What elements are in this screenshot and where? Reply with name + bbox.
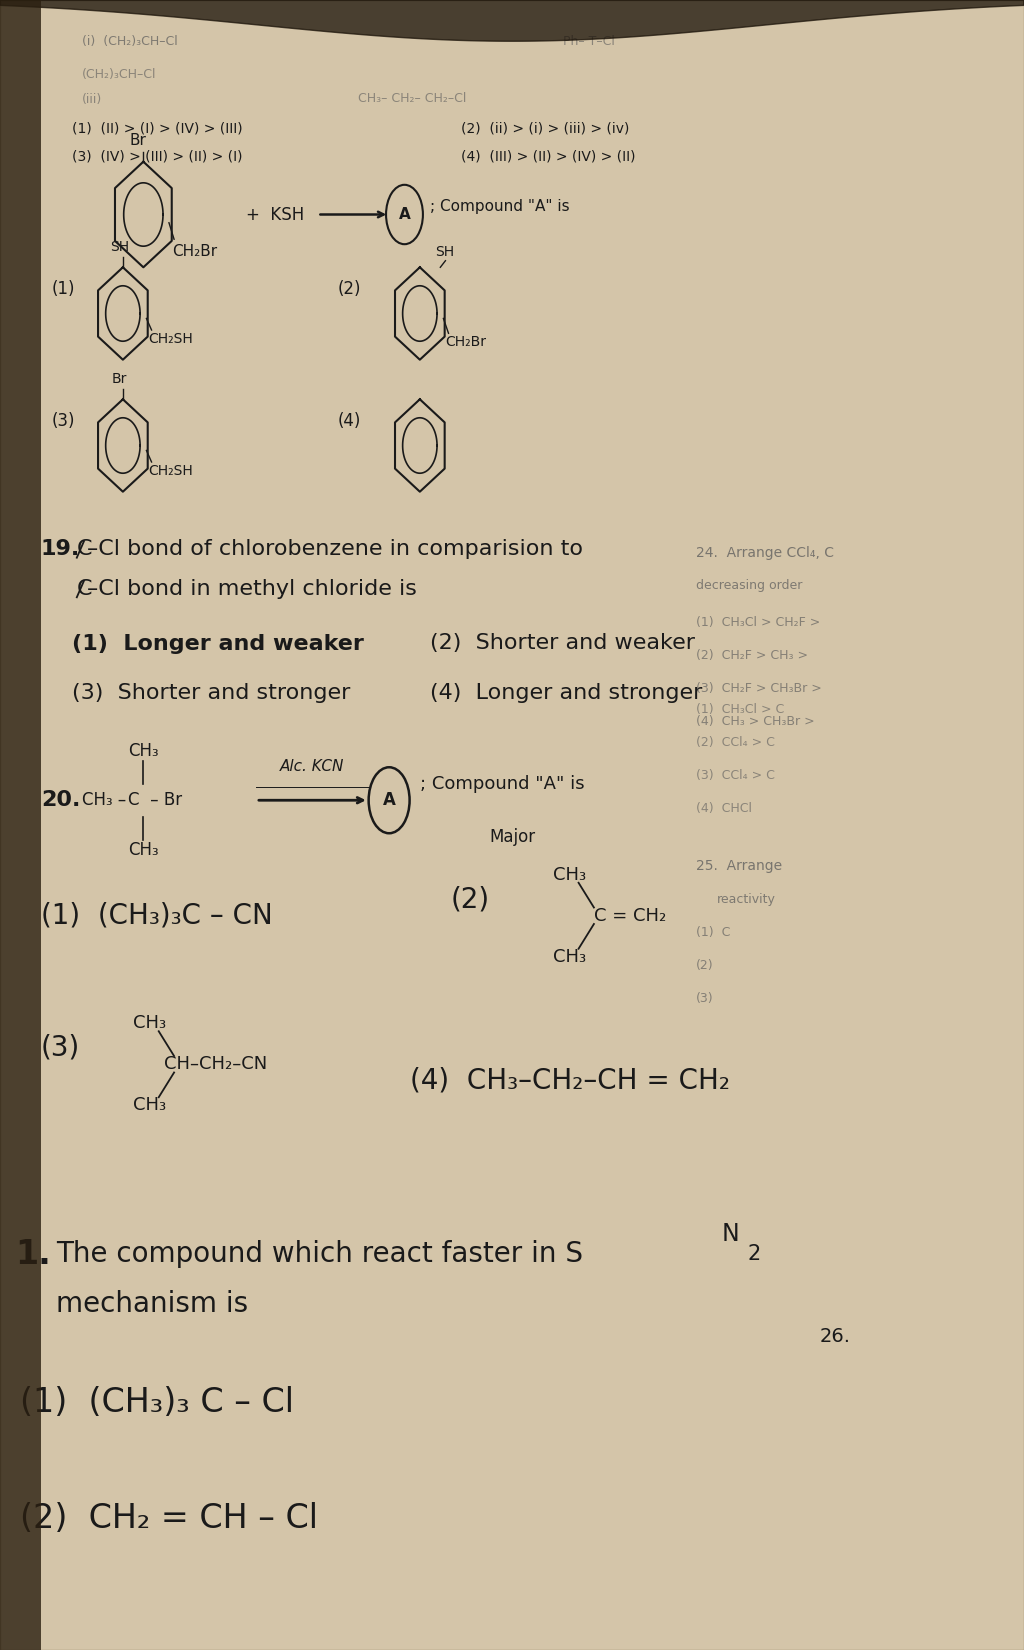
Text: (2)  Shorter and weaker: (2) Shorter and weaker: [430, 634, 695, 653]
Text: Ph– T–Cl: Ph– T–Cl: [563, 35, 615, 48]
Text: (i)  (CH₂)₃CH–Cl: (i) (CH₂)₃CH–Cl: [82, 35, 178, 48]
Text: (1)  CH₃Cl > CH₂F >: (1) CH₃Cl > CH₂F >: [696, 615, 820, 629]
Text: Major: Major: [488, 828, 536, 845]
Text: (2)  CH₂F > CH₃ >: (2) CH₂F > CH₃ >: [696, 648, 808, 662]
Text: CH₃: CH₃: [128, 742, 159, 759]
Text: CH₂Br: CH₂Br: [445, 335, 486, 350]
Text: (4)  (III) > (II) > (IV) > (II): (4) (III) > (II) > (IV) > (II): [461, 150, 635, 163]
Polygon shape: [0, 0, 41, 1650]
Text: (4)  CHCl: (4) CHCl: [696, 802, 753, 815]
Text: (1)  (CH₃)₃ C – Cl: (1) (CH₃)₃ C – Cl: [20, 1386, 295, 1419]
Text: Br: Br: [112, 371, 128, 386]
Text: decreasing order: decreasing order: [696, 579, 803, 592]
Text: CH₃: CH₃: [553, 949, 586, 965]
Text: (2): (2): [338, 280, 361, 297]
Text: (3): (3): [41, 1035, 80, 1061]
Text: (1)  Longer and weaker: (1) Longer and weaker: [72, 634, 364, 653]
Text: (3)  CCl₄ > C: (3) CCl₄ > C: [696, 769, 775, 782]
Text: Alc. KCN: Alc. KCN: [281, 759, 344, 774]
Text: ; Compound "A" is: ; Compound "A" is: [420, 776, 585, 792]
Text: SH: SH: [111, 239, 129, 254]
Text: CH–CH₂–CN: CH–CH₂–CN: [164, 1056, 267, 1072]
Text: (1)  C: (1) C: [696, 926, 731, 939]
Text: (2): (2): [451, 886, 489, 912]
Text: – Br: – Br: [145, 792, 182, 808]
Text: (1)  (CH₃)₃C – CN: (1) (CH₃)₃C – CN: [41, 903, 272, 929]
Text: (3): (3): [51, 412, 75, 429]
Text: SH: SH: [435, 244, 455, 259]
Text: Br: Br: [130, 134, 146, 148]
Text: 25.  Arrange: 25. Arrange: [696, 860, 782, 873]
Text: CH₃: CH₃: [133, 1015, 166, 1031]
Text: (1)  CH₃Cl > C: (1) CH₃Cl > C: [696, 703, 784, 716]
Text: C: C: [127, 792, 139, 808]
Text: (3)  (IV) > (III) > (II) > (I): (3) (IV) > (III) > (II) > (I): [72, 150, 243, 163]
Text: C: C: [77, 540, 92, 559]
Text: (4)  CH₃ > CH₃Br >: (4) CH₃ > CH₃Br >: [696, 714, 815, 728]
Text: 1.: 1.: [15, 1238, 51, 1270]
Text: (4): (4): [338, 412, 361, 429]
Text: A: A: [383, 792, 395, 808]
Text: A: A: [398, 206, 411, 223]
Text: 26.: 26.: [819, 1327, 850, 1346]
Text: (2)  CH₂ = CH – Cl: (2) CH₂ = CH – Cl: [20, 1502, 318, 1534]
Text: (1)  (II) > (I) > (IV) > (III): (1) (II) > (I) > (IV) > (III): [72, 122, 243, 135]
Text: 20.: 20.: [41, 790, 80, 810]
Text: (3): (3): [696, 992, 714, 1005]
Text: N: N: [722, 1223, 739, 1246]
Text: –Cl bond in methyl chloride is: –Cl bond in methyl chloride is: [87, 579, 417, 599]
Text: CH₂SH: CH₂SH: [148, 464, 194, 478]
Text: (2): (2): [696, 959, 714, 972]
Text: CH₃: CH₃: [133, 1097, 166, 1114]
Text: CH₂Br: CH₂Br: [172, 244, 217, 259]
Text: (1): (1): [51, 280, 75, 297]
Text: C: C: [77, 579, 92, 599]
Text: 2: 2: [748, 1244, 761, 1264]
Text: CH₃: CH₃: [128, 842, 159, 858]
Text: CH₃– CH₂– CH₂–Cl: CH₃– CH₂– CH₂–Cl: [358, 92, 467, 106]
Text: (3)  Shorter and stronger: (3) Shorter and stronger: [72, 683, 350, 703]
Text: mechanism is: mechanism is: [56, 1290, 249, 1317]
Text: ; Compound "A" is: ; Compound "A" is: [430, 198, 569, 214]
Text: +  KSH: + KSH: [246, 206, 304, 223]
Text: The compound which react faster in S: The compound which react faster in S: [56, 1241, 584, 1267]
Text: CH₂SH: CH₂SH: [148, 332, 194, 346]
Text: (2)  CCl₄ > C: (2) CCl₄ > C: [696, 736, 775, 749]
Text: reactivity: reactivity: [717, 893, 775, 906]
Text: 19.: 19.: [41, 540, 80, 559]
Text: C = CH₂: C = CH₂: [594, 908, 667, 924]
Text: (2)  (ii) > (i) > (iii) > (iv): (2) (ii) > (i) > (iii) > (iv): [461, 122, 629, 135]
Text: –Cl bond of chlorobenzene in comparision to: –Cl bond of chlorobenzene in comparision…: [87, 540, 583, 559]
Text: (CH₂)₃CH–Cl: (CH₂)₃CH–Cl: [82, 68, 157, 81]
Text: (iii): (iii): [82, 92, 102, 106]
Text: CH₃: CH₃: [553, 866, 586, 883]
Text: (4)  Longer and stronger: (4) Longer and stronger: [430, 683, 702, 703]
Text: (4)  CH₃–CH₂–CH = CH₂: (4) CH₃–CH₂–CH = CH₂: [410, 1068, 729, 1094]
Text: (3)  CH₂F > CH₃Br >: (3) CH₂F > CH₃Br >: [696, 681, 822, 695]
Text: CH₃ –: CH₃ –: [82, 792, 126, 808]
Text: 24.  Arrange CCl₄, C: 24. Arrange CCl₄, C: [696, 546, 835, 559]
